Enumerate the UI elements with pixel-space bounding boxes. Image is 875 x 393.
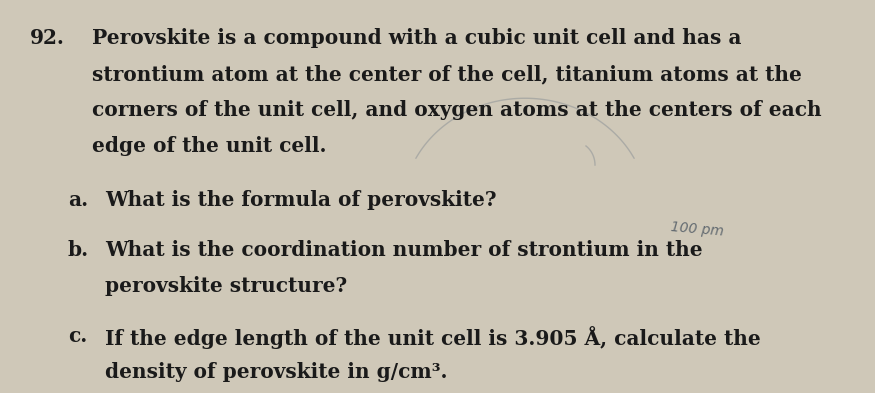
Text: strontium atom at the center of the cell, titanium atoms at the: strontium atom at the center of the cell… xyxy=(92,64,802,84)
Text: edge of the unit cell.: edge of the unit cell. xyxy=(92,136,326,156)
Text: a.: a. xyxy=(68,190,88,210)
Text: If the edge length of the unit cell is 3.905 Å, calculate the: If the edge length of the unit cell is 3… xyxy=(105,326,760,349)
Text: corners of the unit cell, and oxygen atoms at the centers of each: corners of the unit cell, and oxygen ato… xyxy=(92,100,822,120)
Text: perovskite structure?: perovskite structure? xyxy=(105,276,347,296)
Text: b.: b. xyxy=(68,240,89,260)
Text: 100 pm: 100 pm xyxy=(670,220,724,239)
Text: density of perovskite in g/cm³.: density of perovskite in g/cm³. xyxy=(105,362,447,382)
Text: c.: c. xyxy=(68,326,88,346)
Text: What is the formula of perovskite?: What is the formula of perovskite? xyxy=(105,190,496,210)
Text: Perovskite is a compound with a cubic unit cell and has a: Perovskite is a compound with a cubic un… xyxy=(92,28,741,48)
Text: 92.: 92. xyxy=(30,28,65,48)
Text: What is the coordination number of strontium in the: What is the coordination number of stron… xyxy=(105,240,703,260)
